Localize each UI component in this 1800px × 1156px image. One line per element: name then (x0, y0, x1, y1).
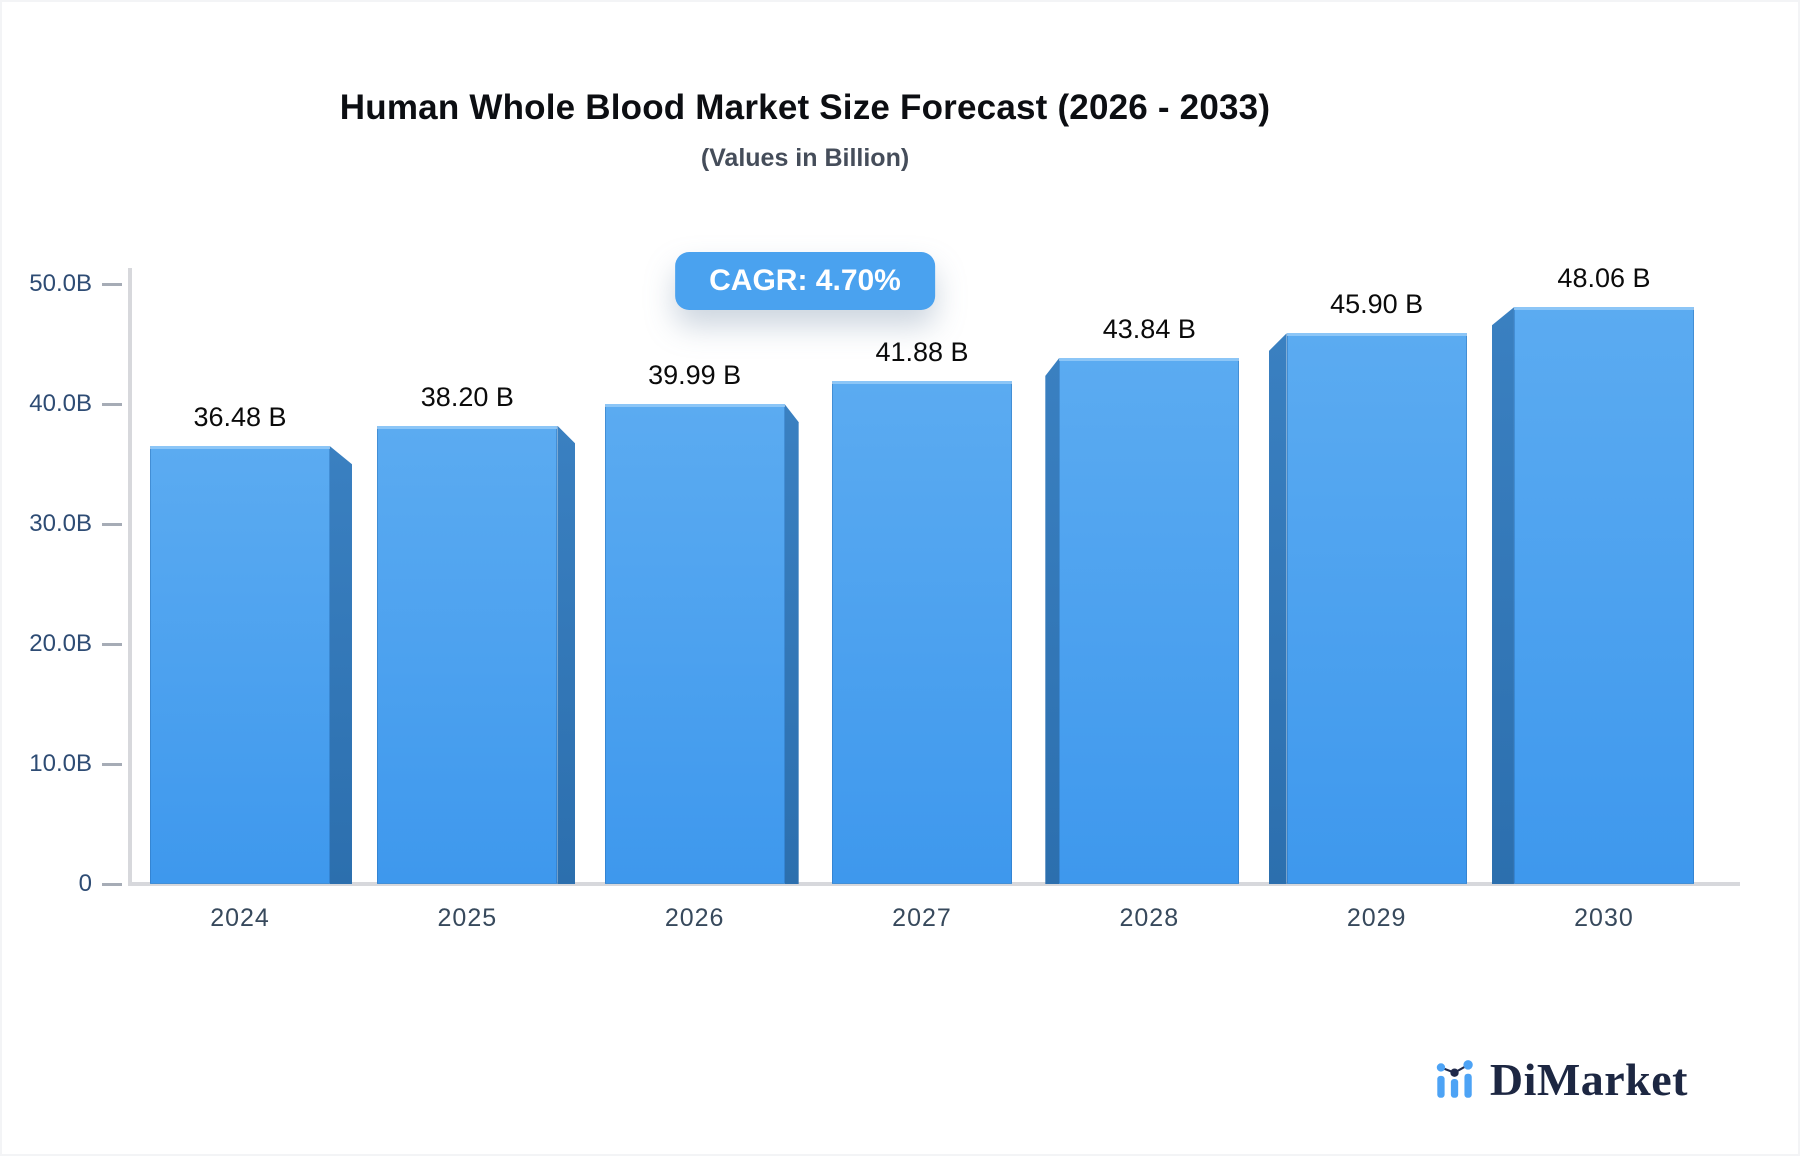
mini-bar-chart-logo-icon (1436, 1059, 1473, 1098)
bar-side-left (1491, 307, 1514, 884)
bar-value-label: 45.90 B (1330, 289, 1424, 320)
y-tick-label: 0 (78, 870, 92, 897)
dimarket-logo: DiMarket (1430, 1053, 1688, 1106)
x-tick-label: 2030 (1574, 904, 1634, 932)
y-tick-mark (102, 762, 122, 766)
chart-header: Human Whole Blood Market Size Forecast (… (0, 88, 1610, 173)
bar-value-label: 38.20 B (420, 381, 514, 412)
bar-2026 (604, 404, 785, 884)
y-tick-label: 10.0B (29, 750, 92, 777)
bar-2028 (1059, 357, 1240, 884)
y-tick-label: 20.0B (29, 630, 92, 657)
bar-value-label: 39.99 B (648, 360, 742, 391)
bar-2027 (831, 381, 1012, 884)
y-tick-label: 50.0B (29, 270, 92, 297)
bar-2025 (377, 425, 558, 884)
y-tick-mark (102, 642, 122, 646)
bar-2030 (1513, 307, 1694, 884)
logo-text: DiMarket (1489, 1054, 1688, 1105)
y-tick-mark (102, 522, 122, 526)
cagr-badge: CAGR: 4.70% (675, 252, 935, 310)
x-tick-label: 2024 (210, 904, 270, 932)
bar-value-label: 41.88 B (875, 337, 969, 368)
x-tick-label: 2028 (1119, 904, 1180, 932)
bar-side-right (784, 404, 799, 884)
y-tick-mark (102, 282, 122, 286)
bar-value-label: 43.84 B (1102, 313, 1196, 344)
bar-2024 (150, 446, 330, 884)
x-tick-label: 2026 (664, 904, 725, 932)
y-tick-mark (102, 402, 122, 406)
bar-side-left (1045, 357, 1060, 884)
y-tick-mark (102, 882, 122, 886)
bar-value-label: 36.48 B (193, 402, 287, 433)
bar-side-right (330, 446, 352, 884)
bar-side-left (1268, 333, 1287, 884)
x-tick-label: 2029 (1346, 904, 1407, 932)
chart-subtitle: (Values in Billion) (700, 144, 910, 172)
y-tick-label: 30.0B (29, 510, 92, 537)
bar-side-right (557, 425, 576, 884)
x-tick-label: 2025 (437, 904, 498, 932)
bar-2029 (1286, 333, 1467, 884)
bar-value-label: 48.06 B (1557, 263, 1651, 294)
x-axis-baseline (128, 882, 1740, 886)
y-tick-label: 40.0B (29, 390, 92, 417)
x-tick-label: 2027 (892, 904, 952, 932)
y-axis-line (128, 268, 132, 886)
chart-title: Human Whole Blood Market Size Forecast (… (339, 88, 1271, 127)
